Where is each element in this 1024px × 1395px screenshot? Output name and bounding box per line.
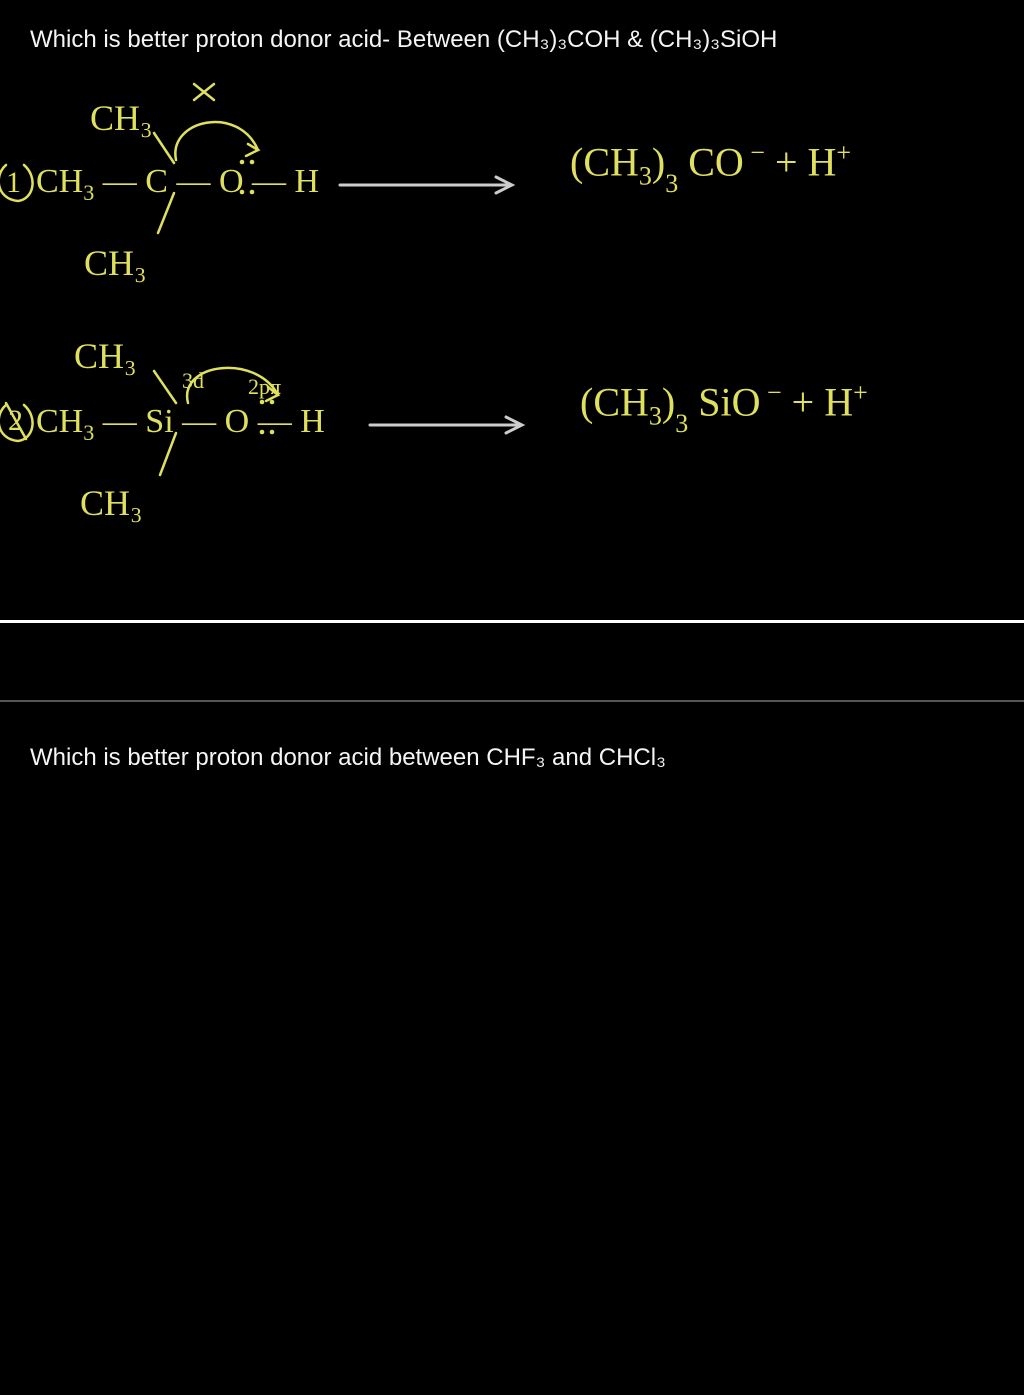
eq1-cross-mark [190,80,230,110]
eq1-arrow [340,175,530,195]
eq2-product: (CH3)3 SiO − + H+ [580,380,868,429]
eq1-marker: 1 [6,168,21,198]
eq1-top-ch3: CH₃ [90,100,153,136]
eq2-lone-pairs [256,398,286,438]
slide-1: Which is better proton donor acid- Betwe… [0,0,1024,702]
eq2-bottom-ch3: CH₃ [80,485,143,521]
eq2-arrow [370,415,540,435]
eq2-bond-label: 2pπ [248,376,281,398]
slide2-title: Which is better proton donor acid betwee… [30,742,1004,773]
eq1-lone-pairs [236,158,266,198]
slide-2: Which is better proton donor acid betwee… [0,702,1024,1395]
slide1-bottom-rule [0,620,1024,623]
eq1-product: (CH3)3 CO − + H+ [570,140,851,189]
eq1-bottom-ch3: CH₃ [84,245,147,281]
slide1-title: Which is better proton donor acid- Betwe… [30,24,1004,55]
eq2-marker: 2 [8,406,23,436]
eq2-top-ch3: CH₃ [74,338,137,374]
